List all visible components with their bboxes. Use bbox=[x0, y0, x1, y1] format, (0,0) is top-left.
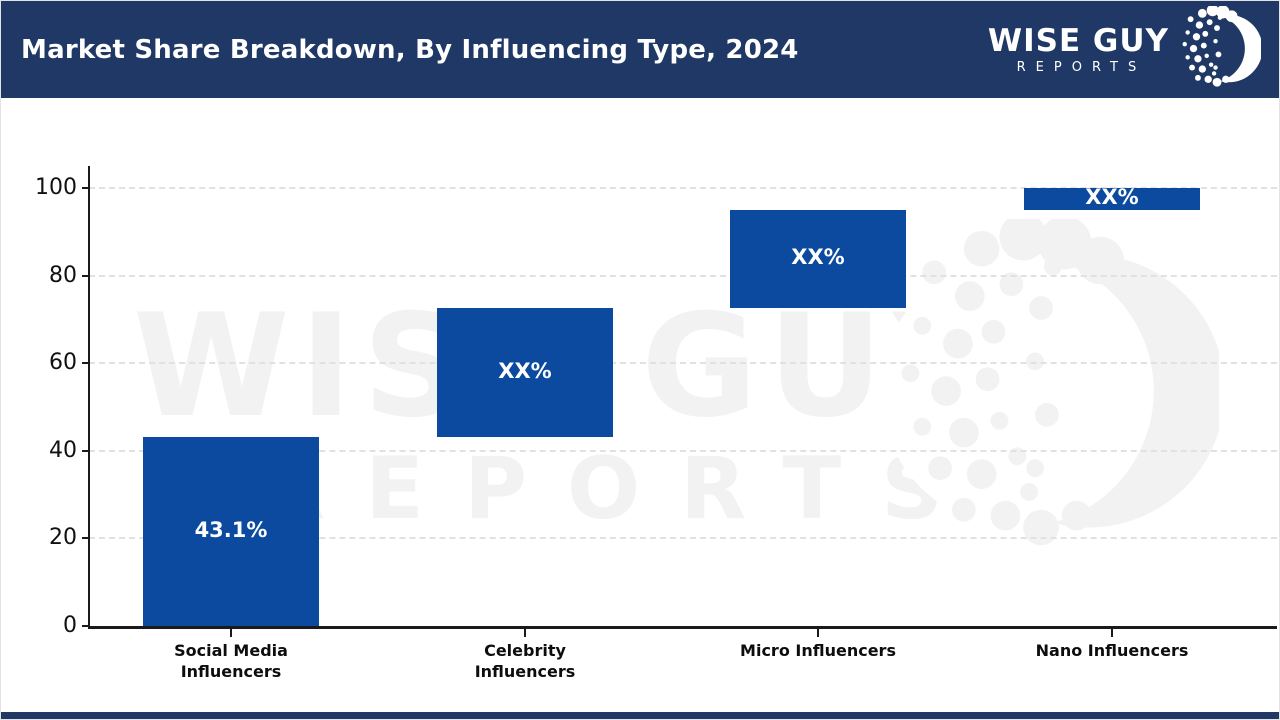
brand-name: WISE GUY bbox=[987, 22, 1169, 59]
category-label-line: Celebrity bbox=[484, 641, 566, 660]
y-axis-tick bbox=[82, 625, 89, 627]
x-axis-tick bbox=[1111, 629, 1113, 637]
brand-wordmark: WISE GUY REPORTS bbox=[987, 22, 1169, 75]
category-label: Micro Influencers bbox=[740, 640, 896, 661]
y-axis-tick bbox=[82, 187, 89, 189]
category-label-line: Influencers bbox=[180, 662, 282, 681]
bar-value-label: 43.1% bbox=[194, 517, 268, 542]
category-label-line: Influencers bbox=[474, 662, 576, 681]
category-label: Celebrity Influencers bbox=[475, 640, 576, 682]
y-axis-tick bbox=[82, 362, 89, 365]
wise-guy-head-icon bbox=[1177, 5, 1261, 87]
x-axis-tick bbox=[524, 629, 526, 637]
brand-logo: WISE GUY REPORTS bbox=[987, 5, 1261, 94]
bar-value-label: XX% bbox=[498, 358, 552, 383]
y-tick-label: 80 bbox=[49, 262, 77, 288]
page-title: Market Share Breakdown, By Influencing T… bbox=[21, 34, 799, 65]
category-label-line: Social Media bbox=[174, 641, 288, 660]
y-tick-label: 60 bbox=[49, 350, 77, 376]
y-tick-label: 0 bbox=[63, 613, 77, 638]
bar bbox=[1024, 188, 1200, 210]
watermark-text-2: REPORTS bbox=[259, 439, 984, 539]
gridline bbox=[89, 362, 1277, 365]
bar-value-label: XX% bbox=[791, 245, 845, 270]
category-label-line: Micro Influencers bbox=[740, 641, 896, 660]
brand-subname: REPORTS bbox=[1016, 59, 1147, 75]
y-tick-label: 20 bbox=[49, 525, 77, 551]
gridline bbox=[89, 537, 1277, 540]
gridline bbox=[89, 449, 1277, 452]
y-axis-line bbox=[88, 166, 90, 629]
bar bbox=[730, 209, 906, 309]
gridline bbox=[89, 187, 1277, 189]
bar bbox=[437, 308, 613, 438]
x-axis-tick bbox=[817, 629, 819, 637]
watermark-head-icon bbox=[880, 219, 1219, 546]
y-axis-tick bbox=[82, 537, 89, 540]
y-tick-label: 100 bbox=[35, 175, 77, 200]
y-tick-label: 40 bbox=[49, 437, 77, 463]
bar-value-label: XX% bbox=[1085, 184, 1139, 209]
category-label-line: Nano Influencers bbox=[1035, 641, 1189, 660]
x-axis-tick bbox=[230, 629, 232, 637]
footer-accent-bar bbox=[1, 712, 1279, 719]
gridline bbox=[89, 274, 1277, 277]
header-bar: Market Share Breakdown, By Influencing T… bbox=[1, 1, 1279, 98]
bar bbox=[143, 437, 319, 626]
y-axis-tick bbox=[82, 449, 89, 452]
category-label: Social Media Influencers bbox=[174, 640, 288, 682]
y-axis-tick bbox=[82, 274, 89, 277]
x-axis-line bbox=[89, 626, 1277, 629]
category-label: Nano Influencers bbox=[1036, 640, 1189, 661]
